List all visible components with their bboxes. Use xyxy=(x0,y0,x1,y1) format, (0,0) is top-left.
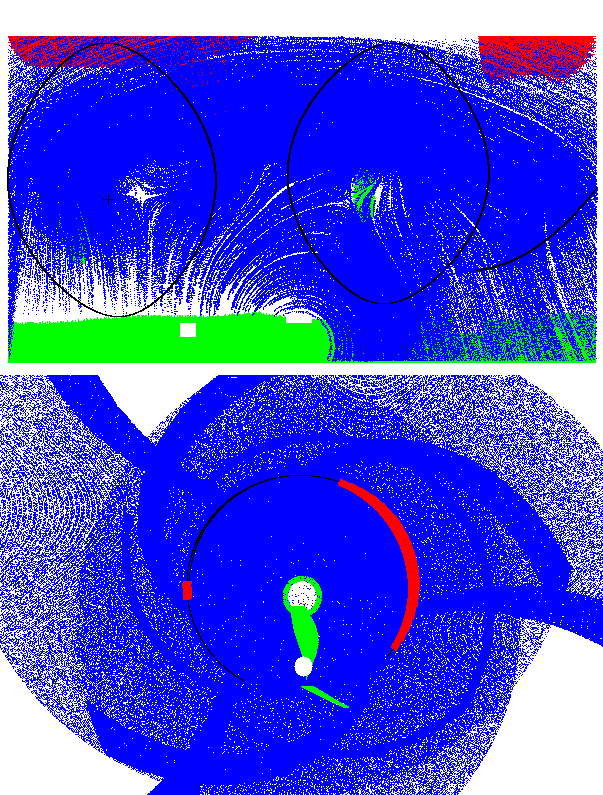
orthographic-globe-canvas xyxy=(0,375,603,795)
orthographic-globe-panel xyxy=(0,375,603,795)
equirectangular-map-panel xyxy=(0,0,603,375)
equirectangular-map-canvas xyxy=(0,0,603,375)
